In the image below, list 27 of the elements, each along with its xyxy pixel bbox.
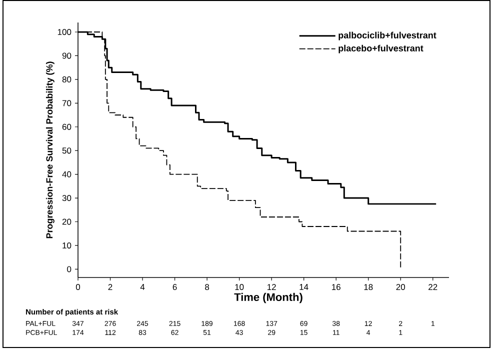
x-tick-label: 20 [396,284,405,290]
x-tick-label: 8 [205,284,210,290]
x-tick-label: 6 [172,284,177,290]
x-tick-label: 22 [428,284,438,290]
x-tick-label: 18 [364,284,373,290]
y-tick-label: 40 [62,172,72,178]
y-tick-label: 50 [62,148,72,154]
x-tick-label: 0 [76,284,80,290]
legend-label: palbociclib+fulvestrant [338,32,436,40]
y-axis-title: Progression-Free Survival Probability (%) [46,62,54,238]
x-tick-label: 4 [140,284,145,290]
x-tick-label: 2 [108,284,112,290]
x-tick-label: 14 [300,284,308,290]
x-tick-label: 10 [235,284,244,290]
x-tick-label: 16 [332,284,340,290]
y-tick-label: 10 [62,242,72,249]
y-tick-label: 20 [62,219,72,226]
x-axis-title: Time (Month) [234,293,302,304]
x-tick-label: 12 [267,284,276,290]
y-tick-label: 0 [67,266,72,272]
y-tick-label: 80 [62,76,72,83]
y-tick-label: 60 [62,124,72,130]
y-tick-label: 30 [62,195,72,202]
y-tick-label: 70 [62,100,72,106]
y-tick-label: 100 [58,29,72,36]
y-tick-label: 90 [62,52,72,59]
legend-label: placebo+fulvestrant [338,45,424,54]
